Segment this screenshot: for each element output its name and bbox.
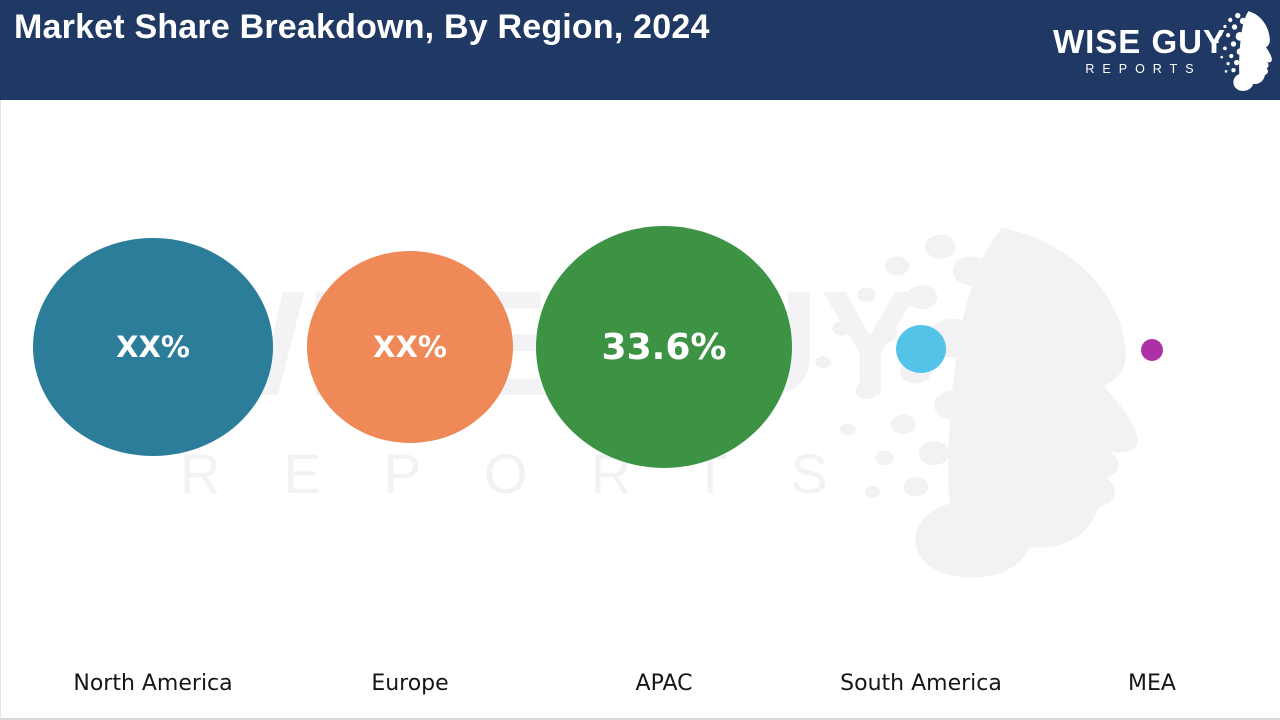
logo-brand-label: WISE GUY xyxy=(1052,22,1226,60)
bottom-border xyxy=(0,718,1280,720)
header-bar: Market Share Breakdown, By Region, 2024 … xyxy=(0,0,1280,100)
bubble-value-apac: 33.6% xyxy=(601,326,727,368)
left-border xyxy=(0,100,1,720)
logo-head-icon xyxy=(1216,11,1272,91)
bubble-south-america xyxy=(896,325,946,373)
category-label-mea: MEA xyxy=(1128,671,1176,696)
bubble-north-america: XX% xyxy=(33,238,273,456)
bubble-europe: XX% xyxy=(307,251,513,443)
category-label-apac: APAC xyxy=(635,671,693,696)
watermark-head-icon xyxy=(815,227,1138,578)
logo-text: WISE GUY REPORTS xyxy=(1053,25,1226,76)
category-label-north-america: North America xyxy=(73,671,233,696)
bubble-apac: 33.6% xyxy=(536,226,792,468)
logo-sub-label: REPORTS xyxy=(1085,61,1202,76)
page-title: Market Share Breakdown, By Region, 2024 xyxy=(14,8,710,46)
wise-guy-reports-logo: WISE GUY REPORTS xyxy=(1053,8,1274,92)
bubble-mea xyxy=(1141,339,1163,361)
bubble-value-europe: XX% xyxy=(373,330,447,364)
category-label-europe: Europe xyxy=(371,671,449,696)
bubble-value-north-america: XX% xyxy=(116,330,190,364)
category-label-south-america: South America xyxy=(840,671,1002,696)
